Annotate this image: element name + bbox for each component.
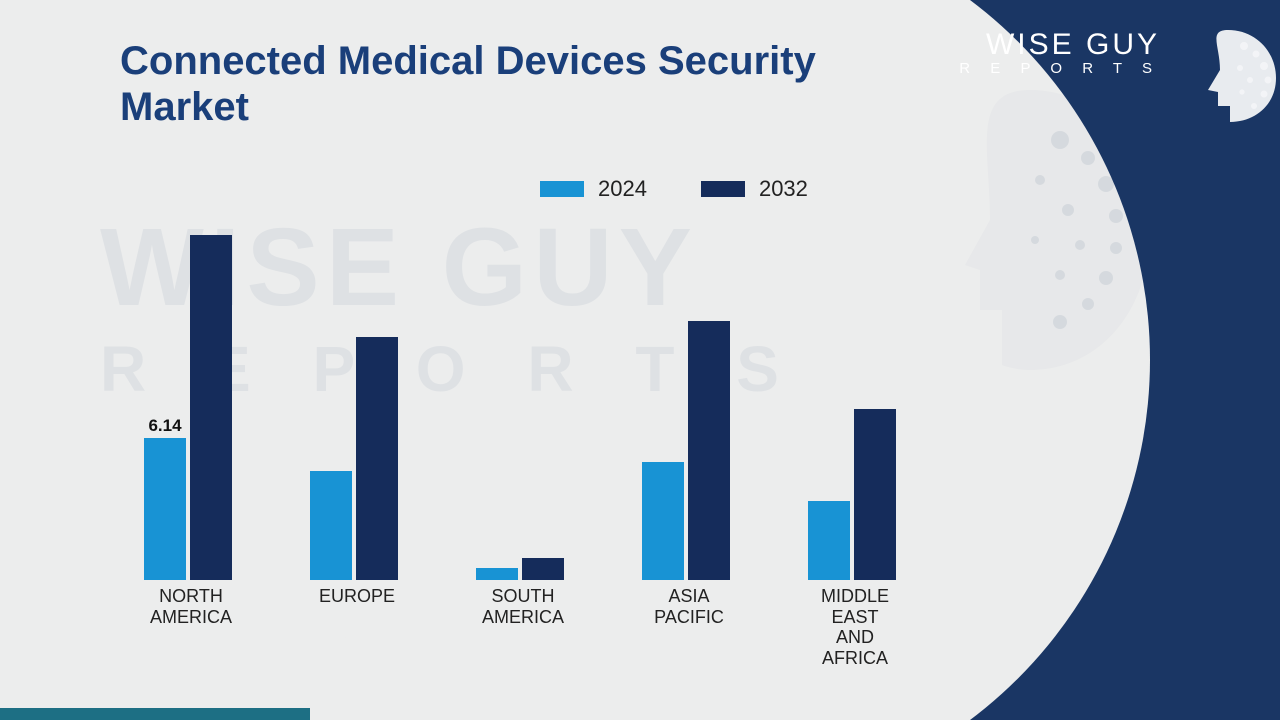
bar-2024 (476, 568, 518, 580)
bar-2032 (688, 321, 730, 580)
category-label: ASIAPACIFIC (614, 586, 764, 627)
legend-label-2024: 2024 (598, 176, 647, 202)
category-label: EUROPE (282, 586, 432, 607)
category-label: MIDDLEEASTANDAFRICA (780, 586, 930, 669)
brand-logo: WISE GUY R E P O R T S (959, 28, 1160, 77)
brand-line2: R E P O R T S (959, 60, 1160, 77)
bar-2024 (310, 471, 352, 580)
chart-title: Connected Medical Devices Security Marke… (120, 38, 840, 130)
brand-line1: WISE GUY (959, 28, 1160, 62)
bar-value-label: 6.14 (144, 416, 186, 436)
category-label: SOUTHAMERICA (448, 586, 598, 627)
bar-2032 (854, 409, 896, 580)
legend-item-2032: 2032 (701, 176, 808, 202)
legend-label-2032: 2032 (759, 176, 808, 202)
bar-2024 (144, 438, 186, 580)
bar-2024 (642, 462, 684, 580)
bar-2032 (522, 558, 564, 580)
legend-swatch-2024 (540, 181, 584, 197)
bar-2032 (356, 337, 398, 580)
bar-chart: Market Size in USD Billion 6.14NORTHAMER… (100, 210, 950, 580)
footer-strip (0, 708, 310, 720)
bar-2024 (808, 501, 850, 580)
brand-head-icon (1190, 28, 1280, 124)
chart-legend: 2024 2032 (540, 176, 808, 202)
legend-item-2024: 2024 (540, 176, 647, 202)
chart-plot-area: 6.14NORTHAMERICAEUROPESOUTHAMERICAASIAPA… (136, 210, 946, 580)
category-label: NORTHAMERICA (116, 586, 266, 627)
bar-2032 (190, 235, 232, 580)
legend-swatch-2032 (701, 181, 745, 197)
